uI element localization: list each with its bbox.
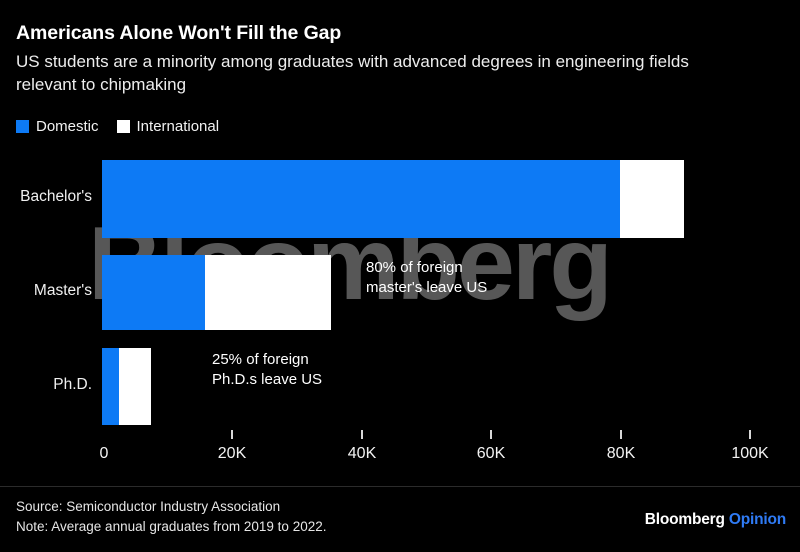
- legend-item-label: Domestic: [36, 118, 99, 135]
- bar-segment-international[interactable]: [119, 348, 151, 425]
- axis-tick-label: 80K: [606, 445, 636, 462]
- bloomberg-opinion-logo: Bloomberg Opinion: [645, 511, 786, 529]
- bar-segment-domestic[interactable]: [102, 348, 119, 425]
- x-axis: 0 20K 40K 60K 80K 100K: [0, 425, 800, 475]
- chart-header: Americans Alone Won't Fill the Gap US st…: [16, 22, 776, 97]
- bar-segment-international[interactable]: [620, 160, 684, 238]
- annotation-phd: 25% of foreign Ph.D.s leave US: [212, 350, 322, 390]
- legend-item-domestic[interactable]: Domestic: [16, 119, 99, 134]
- category-label-phd: Ph.D.: [53, 376, 92, 393]
- brand-primary-text: Bloomberg: [644, 511, 725, 528]
- category-label-masters: Master's: [33, 282, 92, 299]
- axis-tick-label: 40K: [347, 445, 377, 462]
- square-swatch-icon: [16, 120, 29, 133]
- note-text: Note: Average annual graduates from 2019…: [16, 518, 327, 534]
- source-text: Source: Semiconductor Industry Associati…: [16, 499, 281, 514]
- annotation-line: 25% of foreign: [212, 351, 309, 368]
- axis-tick-mark: [749, 430, 751, 439]
- square-swatch-icon: [116, 120, 130, 133]
- page-title: Americans Alone Won't Fill the Gap: [16, 22, 342, 44]
- annotation-line: Ph.D.s leave US: [212, 370, 323, 388]
- annotation-line: 80% of foreign: [366, 259, 463, 276]
- table-row: Master's: [0, 255, 800, 330]
- axis-tick-label: 60K: [476, 445, 506, 462]
- chart-footer: Source: Semiconductor Industry Associati…: [16, 497, 326, 536]
- axis-tick-mark: [231, 430, 233, 439]
- annotation-masters: 80% of foreign master's leave US: [366, 258, 487, 298]
- axis-tick-mark: [361, 430, 363, 439]
- annotation-line: master's leave US: [366, 278, 488, 296]
- chart-subtitle: US students are a minority among graduat…: [16, 52, 689, 94]
- legend-item-international[interactable]: International: [116, 118, 220, 135]
- bar-segment-international[interactable]: [205, 255, 331, 330]
- bar-segment-domestic[interactable]: [102, 255, 205, 330]
- axis-tick-mark: [620, 430, 622, 439]
- legend-item-label: International: [136, 118, 220, 135]
- axis-tick-label: 100K: [731, 445, 769, 462]
- bar-segment-domestic[interactable]: [102, 160, 620, 238]
- table-row: Bachelor's: [0, 160, 800, 238]
- chart-legend: Domestic International: [16, 119, 219, 134]
- brand-secondary-text: Opinion: [724, 511, 786, 528]
- plot-area: Bloomberg Bachelor's Master's 80% of for…: [0, 150, 800, 440]
- category-label-bachelors: Bachelor's: [20, 188, 92, 205]
- axis-tick-label: 0: [99, 445, 109, 462]
- table-row: Ph.D.: [0, 348, 800, 425]
- axis-tick-mark: [490, 430, 492, 439]
- axis-tick-label: 20K: [217, 445, 247, 462]
- footer-divider: [0, 486, 800, 487]
